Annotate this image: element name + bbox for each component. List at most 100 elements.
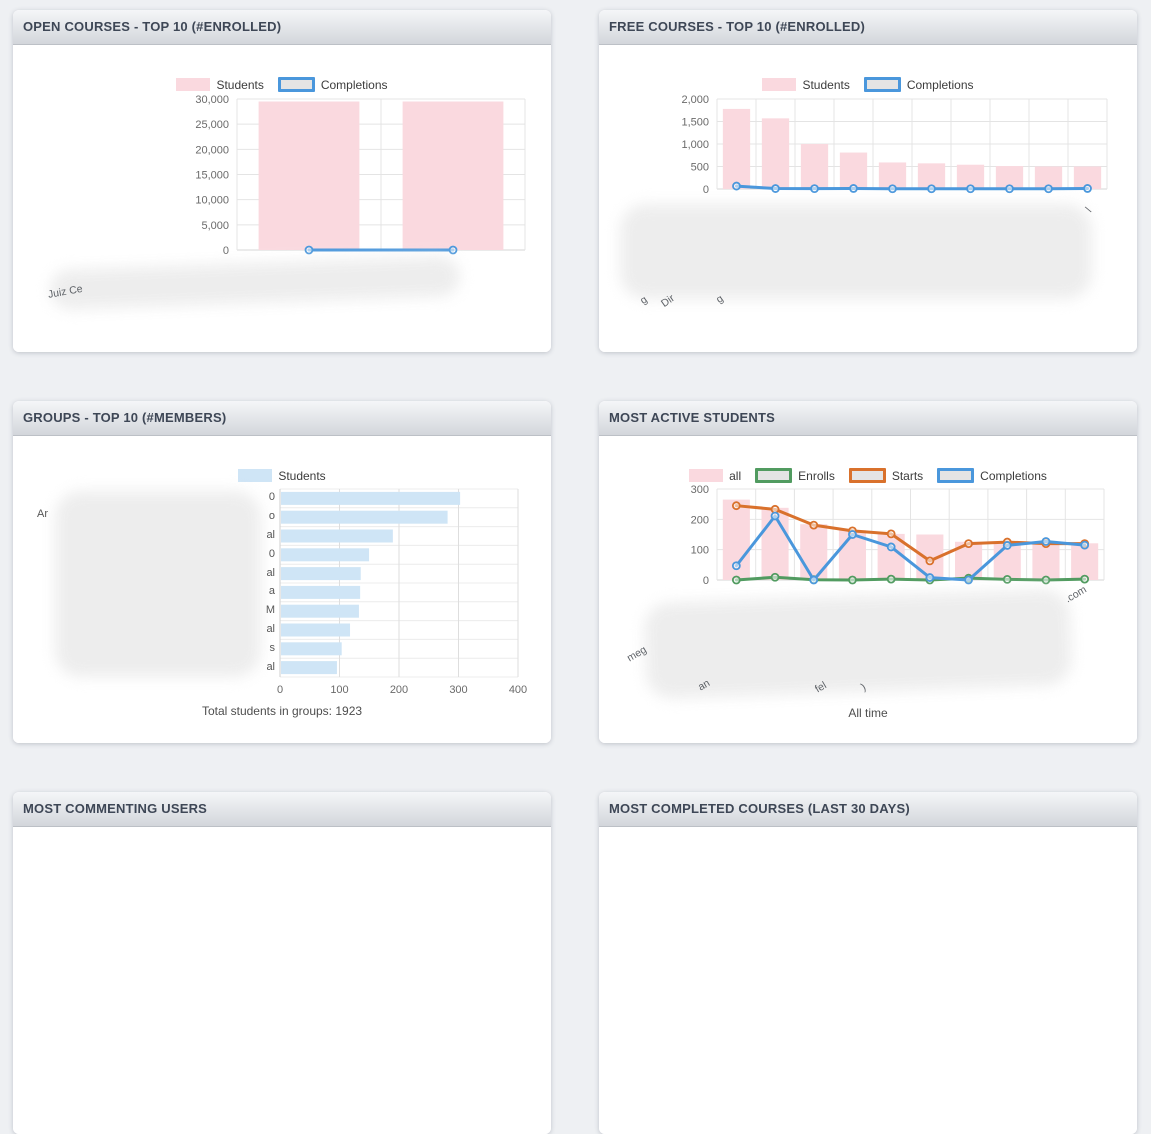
bar-8 xyxy=(1034,166,1063,189)
students-bars xyxy=(722,108,1102,189)
all-bars xyxy=(722,499,1099,580)
legend-swatch-starts xyxy=(848,468,886,483)
legend-item-enrolls: Enrolls xyxy=(755,468,835,483)
legend-swatch-students xyxy=(176,78,211,91)
legend-item-completions: Completions xyxy=(937,468,1047,483)
legend-swatch-completions xyxy=(277,77,315,92)
panel-title: MOST ACTIVE STUDENTS xyxy=(609,410,776,425)
panel-most-active-students-header: MOST ACTIVE STUDENTS xyxy=(599,401,1137,436)
active-students-xlabel: All time xyxy=(848,706,888,720)
bar-row-6 xyxy=(281,604,359,618)
free-courses-plot: 0 500 1,000 1,500 2,000 xyxy=(681,94,1108,196)
panel-groups-header: GROUPS - TOP 10 (#MEMBERS) xyxy=(13,401,551,436)
bar-9 xyxy=(1073,166,1102,189)
axis-tick-label: 5,000 xyxy=(201,220,229,232)
point-marker-3 xyxy=(848,530,857,539)
legend-item-students: Students xyxy=(176,78,264,92)
panel-most-completed-courses-header: MOST COMPLETED COURSES (LAST 30 DAYS) xyxy=(599,792,1137,827)
redacted-row-label-suffix: al xyxy=(266,623,275,635)
point-marker-2 xyxy=(809,575,819,585)
axis-tick-label: 2,000 xyxy=(681,94,709,106)
axis-tick-label: 10,000 xyxy=(195,195,229,207)
students-bars xyxy=(258,101,504,250)
panel-title: FREE COURSES - TOP 10 (#ENROLLED) xyxy=(609,19,866,34)
bar-row-0 xyxy=(281,491,461,505)
redacted-row-label-suffix: 0 xyxy=(268,547,275,560)
panel-title: OPEN COURSES - TOP 10 (#ENROLLED) xyxy=(23,19,282,34)
axis-tick-label: 100 xyxy=(330,684,348,696)
legend-label-completions: Completions xyxy=(320,77,388,92)
panel-title: MOST COMMENTING USERS xyxy=(23,801,208,816)
legend-label-completions: Completions xyxy=(906,77,974,92)
point-marker-4 xyxy=(888,184,897,194)
bar-row-7 xyxy=(281,623,351,637)
point-marker-3 xyxy=(849,184,858,193)
point-marker-1 xyxy=(771,184,780,193)
redacted-row-label-suffix: al xyxy=(266,529,275,541)
bar-7 xyxy=(995,166,1024,189)
legend-label-enrolls: Enrolls xyxy=(798,468,835,483)
panel-most-completed-courses: MOST COMPLETED COURSES (LAST 30 DAYS) xyxy=(599,792,1137,1134)
axis-tick-label: 200 xyxy=(390,684,408,696)
point-marker-9 xyxy=(1083,184,1092,193)
bar-row-8 xyxy=(281,642,342,656)
redacted-row-label-suffix: o xyxy=(268,510,275,523)
panel-most-commenting-users-body xyxy=(13,827,551,1134)
point-marker-0 xyxy=(731,501,741,511)
point-marker-3 xyxy=(848,575,857,585)
axis-tick-label: 0 xyxy=(703,575,709,587)
groups-plot: 0 100 200 300 400 xyxy=(277,488,527,696)
bar-3 xyxy=(839,152,868,189)
free-courses-legend: Students Completions xyxy=(599,76,1137,93)
bar-row-5 xyxy=(281,585,361,599)
redacted-label-blob xyxy=(620,204,1092,299)
panel-free-courses: FREE COURSES - TOP 10 (#ENROLLED) Studen… xyxy=(599,10,1137,352)
redacted-row-label-suffix: al xyxy=(266,660,275,673)
redacted-label-blob xyxy=(55,491,261,677)
axis-tick-label: 400 xyxy=(509,684,527,696)
panel-title: GROUPS - TOP 10 (#MEMBERS) xyxy=(23,410,227,425)
legend-label-students: Students xyxy=(802,77,850,92)
redacted-row-label-suffix: al xyxy=(266,566,275,579)
bar-0 xyxy=(258,101,360,250)
legend-item-completions: Completions xyxy=(863,77,974,92)
point-marker-8 xyxy=(1044,184,1053,194)
point-marker-7 xyxy=(1005,184,1014,194)
bar-row-2 xyxy=(281,529,393,543)
legend-swatch-completions xyxy=(937,468,975,483)
bar-1 xyxy=(402,101,504,250)
groups-legend: Students xyxy=(13,467,551,484)
open-courses-plot: 0 5,000 10,000 15,000 20,000 25,000 30,000 xyxy=(195,94,526,257)
most-active-students-legend: all Enrolls Starts Completions xyxy=(599,467,1137,484)
legend-item-students: Students xyxy=(238,469,326,483)
legend-item-students: Students xyxy=(762,77,850,92)
point-marker-1 xyxy=(448,245,458,255)
legend-swatch-all xyxy=(689,469,724,482)
legend-item-starts: Starts xyxy=(848,468,923,483)
point-marker-4 xyxy=(886,574,896,584)
axis-tick-label: 0 xyxy=(703,184,709,196)
point-marker-0 xyxy=(731,575,741,585)
panel-title: MOST COMPLETED COURSES (LAST 30 DAYS) xyxy=(609,801,910,816)
panel-most-active-students-body: all Enrolls Starts Completions 0 100 200 300 meg… xyxy=(599,436,1137,743)
point-marker-0 xyxy=(732,181,741,191)
point-marker-6 xyxy=(966,184,975,194)
redacted-row-label-suffix: s xyxy=(269,641,276,654)
point-marker-9 xyxy=(1080,574,1090,584)
bar-2 xyxy=(800,524,828,580)
axis-tick-label: 25,000 xyxy=(195,119,229,131)
legend-label-completions: Completions xyxy=(980,468,1047,483)
point-marker-8 xyxy=(1041,575,1051,585)
bar-row-9 xyxy=(281,661,337,675)
completions-line xyxy=(731,511,1090,585)
panel-groups: GROUPS - TOP 10 (#MEMBERS) Students 0 100 2… xyxy=(13,401,551,743)
bar-row-4 xyxy=(281,567,361,581)
point-marker-5 xyxy=(925,573,935,582)
bar-row-3 xyxy=(281,548,370,562)
point-marker-2 xyxy=(809,520,819,530)
legend-item-all: all xyxy=(689,469,741,483)
axis-tick-label: 300 xyxy=(449,684,467,696)
most-active-students-plot: 0 100 200 300 xyxy=(691,484,1105,587)
